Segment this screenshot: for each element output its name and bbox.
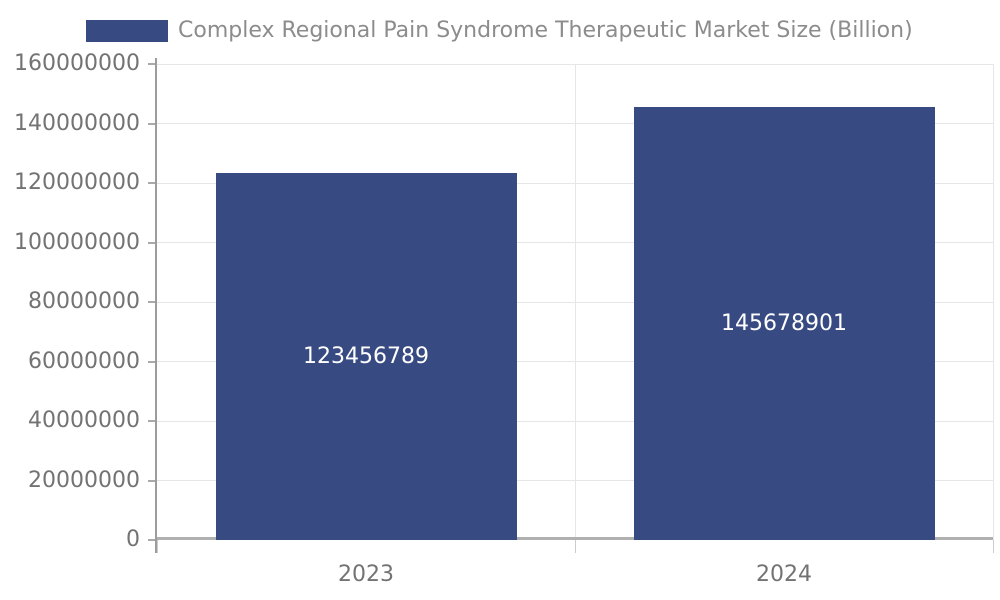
x-grid-line (992, 64, 994, 540)
y-axis-tick-label: 60000000 (28, 348, 140, 374)
y-axis-tick-label: 100000000 (14, 229, 140, 255)
y-axis-tick (148, 63, 156, 65)
bar-2023[interactable]: 123456789 (215, 173, 517, 540)
x-grid-line (574, 64, 576, 540)
x-axis-tick (156, 540, 158, 553)
bar-value-label: 145678901 (721, 311, 847, 336)
y-axis-tick-label: 120000000 (14, 170, 140, 195)
legend-swatch[interactable] (86, 20, 168, 42)
chart-title[interactable]: Complex Regional Pain Syndrome Therapeut… (178, 18, 913, 43)
y-axis-tick (148, 479, 156, 482)
y-axis-tick-label: 80000000 (28, 289, 140, 314)
x-axis-label-2023: 2023 (338, 562, 394, 587)
x-axis-label-2024: 2024 (756, 562, 812, 587)
y-axis-tick-label: 160000000 (14, 51, 140, 76)
y-axis-tick (148, 420, 156, 422)
y-axis-line (155, 58, 157, 553)
y-axis-tick-label: 0 (126, 527, 140, 552)
y-axis-tick-label: 20000000 (28, 467, 140, 493)
x-axis-tick (992, 540, 994, 553)
y-axis-tick-label: 140000000 (14, 110, 140, 136)
y-axis-tick (148, 241, 156, 244)
y-axis-tick (148, 360, 156, 363)
bar-2024[interactable]: 145678901 (633, 107, 935, 540)
y-axis-tick (148, 301, 156, 303)
y-axis-tick-label: 40000000 (28, 408, 140, 433)
x-axis-line (157, 537, 993, 540)
y-axis-tick (148, 122, 156, 125)
x-axis-tick (574, 540, 576, 553)
bar-value-label: 123456789 (303, 344, 429, 369)
y-axis-tick (148, 539, 156, 541)
y-axis-tick (148, 182, 156, 184)
